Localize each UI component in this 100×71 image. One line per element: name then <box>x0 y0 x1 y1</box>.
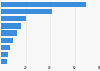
Bar <box>1 2 86 7</box>
Bar <box>1 59 7 64</box>
Bar <box>1 9 52 14</box>
Bar <box>1 30 17 36</box>
Bar <box>1 37 13 43</box>
Bar <box>1 45 10 50</box>
Bar <box>1 16 26 21</box>
Bar <box>1 23 21 29</box>
Bar <box>1 52 8 57</box>
